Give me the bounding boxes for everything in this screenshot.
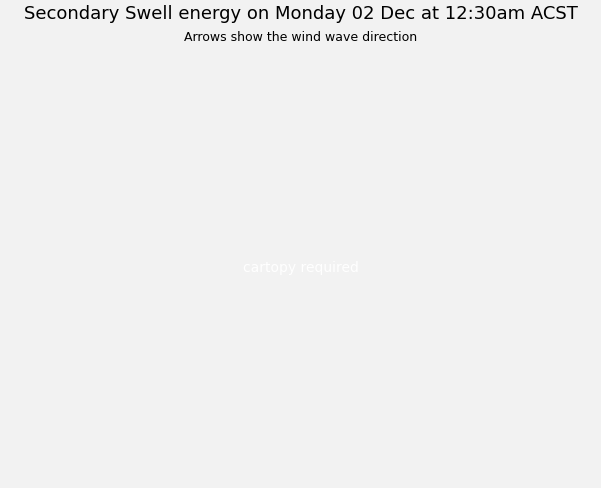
Text: Secondary Swell energy on Monday 02 Dec at 12:30am ACST: Secondary Swell energy on Monday 02 Dec … <box>23 5 578 23</box>
Text: Arrows show the wind wave direction: Arrows show the wind wave direction <box>184 31 417 44</box>
Text: cartopy required: cartopy required <box>243 261 358 275</box>
